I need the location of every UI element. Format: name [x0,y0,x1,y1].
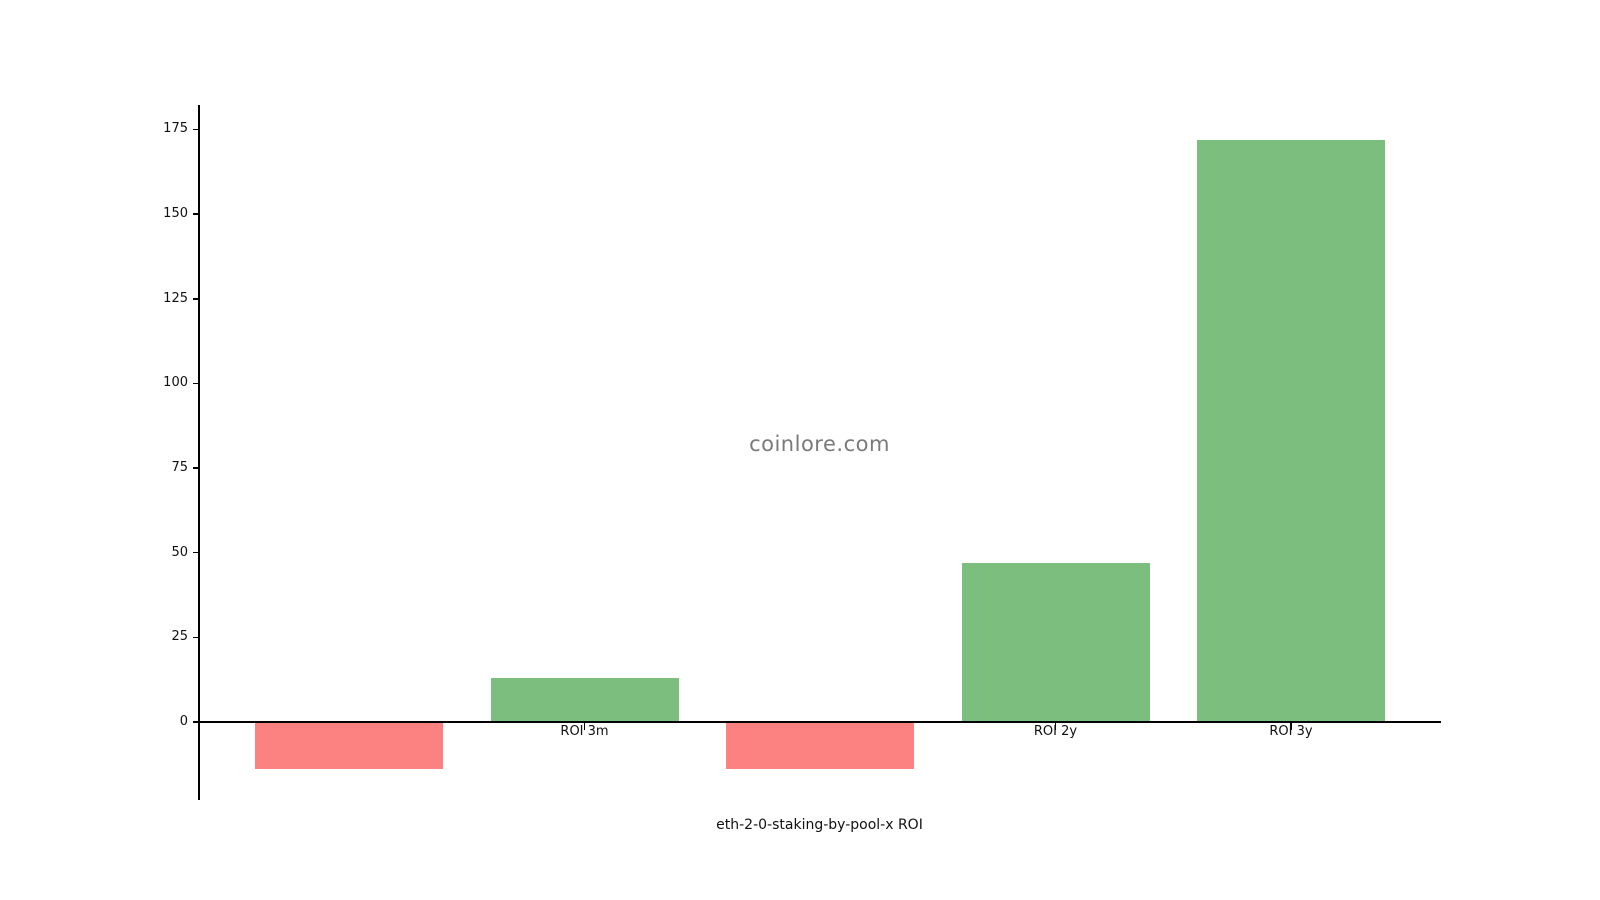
y-tick-label: 175 [163,121,188,137]
bar-roi-2y [961,562,1150,722]
y-tick-mark [193,721,198,723]
y-tick-label: 50 [171,544,188,560]
watermark-text: coinlore.com [749,432,890,456]
bar-roi-3y [1197,139,1385,722]
y-tick-label: 150 [163,206,188,222]
x-tick-mark [1054,722,1057,730]
bar-neg-1 [255,722,443,770]
chart-title: eth-2-0-staking-by-pool-x ROI [716,817,923,833]
x-tick-label: ROI 2y [1033,724,1078,739]
y-tick-mark [193,636,198,639]
y-tick-mark [193,467,198,469]
y-tick-label: 25 [171,629,188,645]
bar-neg-3 [726,722,914,770]
y-tick-label: 75 [171,460,188,476]
y-tick-label: 100 [163,375,188,391]
y-tick-label: 125 [163,290,188,306]
x-axis-zero-line [198,721,1441,723]
y-tick-label: 0 [179,714,188,729]
bar-roi-3m [490,677,679,722]
y-tick-mark [193,213,198,215]
y-tick-mark [193,382,198,385]
y-axis-spine [198,105,200,800]
x-tick-mark [583,722,586,730]
y-tick-mark [193,128,198,131]
y-tick-mark [193,551,198,554]
x-tick-label: ROI 3y [1269,724,1313,739]
y-tick-mark [193,298,198,300]
x-tick-label: ROI 3m [560,724,609,739]
x-tick-mark [1290,722,1292,730]
